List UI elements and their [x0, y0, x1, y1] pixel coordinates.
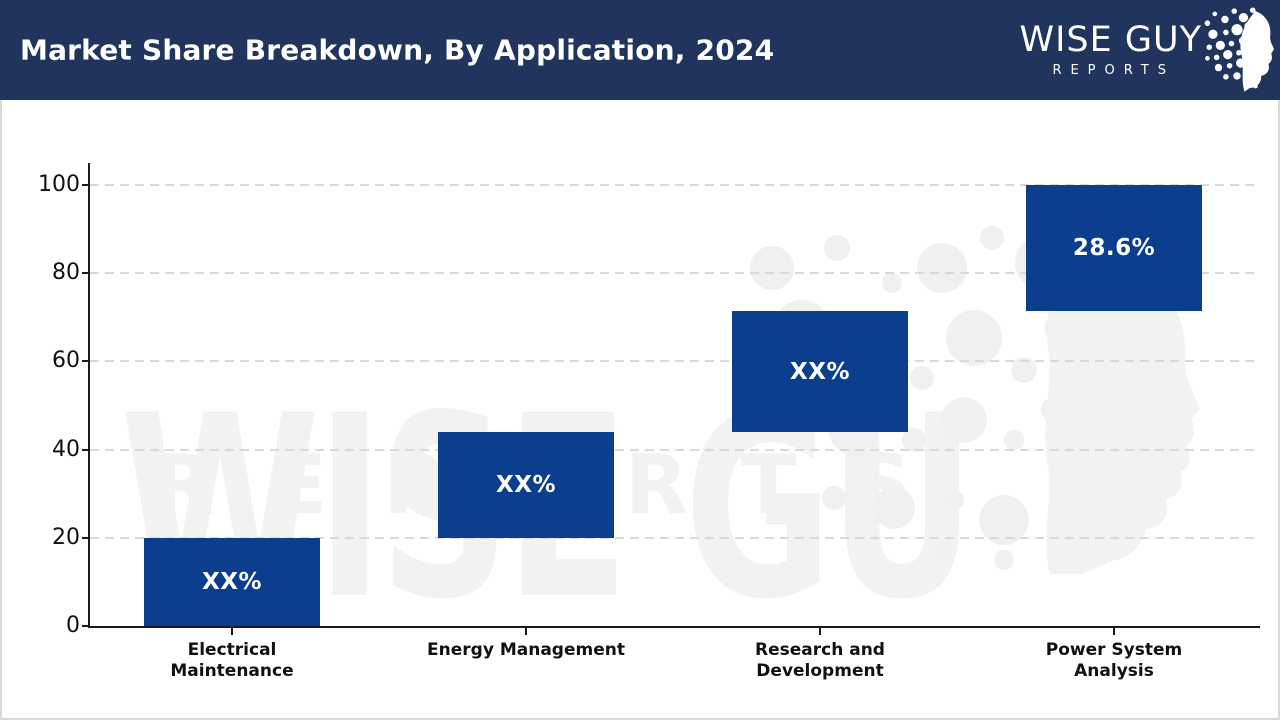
y-axis-tick-80: [82, 272, 90, 275]
category-label-line: Power System: [1045, 640, 1183, 660]
y-axis-tick-60: [82, 360, 90, 363]
gridline-40: [90, 448, 1260, 451]
bar-power-system-analysis: 28.6%: [1026, 185, 1202, 312]
category-label-4: Power System Analysis: [984, 640, 1244, 683]
chart-canvas: WISE GU REPORTS 020406080100XX%XX%XX%28.…: [0, 100, 1280, 720]
x-axis-tick-3: [819, 628, 821, 635]
x-axis-spine: [88, 626, 1260, 628]
y-axis-label-80: 80: [52, 260, 80, 286]
category-label-line: Electrical: [187, 640, 277, 660]
bar-energy-management: XX%: [438, 431, 614, 538]
category-label-1: Electrical Maintenance: [102, 640, 362, 683]
x-axis-tick-2: [525, 628, 527, 635]
y-axis-tick-100: [82, 184, 90, 186]
bar-value-label: XX%: [789, 358, 850, 385]
wiseguy-face-icon: [1204, 7, 1274, 92]
logo-brand-subtitle: REPORTS: [1052, 63, 1176, 78]
gridline-60: [90, 360, 1260, 363]
x-axis-tick-4: [1113, 628, 1115, 635]
y-axis-label-60: 60: [52, 348, 80, 374]
y-axis-label-0: 0: [66, 613, 80, 638]
category-label-line: Maintenance: [170, 661, 294, 682]
y-axis-label-100: 100: [38, 172, 80, 197]
bar-value-label: 28.6%: [1072, 235, 1156, 262]
category-label-2: Energy Management: [396, 640, 656, 661]
gridline-20: [90, 536, 1260, 539]
y-axis-tick-40: [82, 448, 90, 451]
bar-electrical-maintenance: XX%: [144, 537, 320, 626]
y-axis-tick-20: [82, 536, 90, 539]
chart-title: Market Share Breakdown, By Application, …: [20, 33, 775, 67]
x-axis-tick-1: [231, 628, 233, 635]
bar-value-label: XX%: [201, 568, 262, 595]
category-label-line: Analysis: [1074, 661, 1154, 682]
y-axis-tick-0: [82, 625, 90, 627]
category-label-line: Development: [756, 661, 884, 682]
y-axis-label-40: 40: [52, 436, 80, 462]
bar-value-label: XX%: [495, 471, 556, 498]
header-band: Market Share Breakdown, By Application, …: [0, 0, 1280, 100]
bar-research-and-development: XX%: [732, 311, 908, 432]
y-axis-label-20: 20: [52, 524, 80, 550]
y-axis-spine: [88, 163, 90, 628]
category-label-line: Energy Management: [427, 640, 625, 660]
category-label-3: Research and Development: [690, 640, 950, 683]
gridline-100: [90, 184, 1260, 186]
logo-brand-name: WISE GUY: [1019, 20, 1202, 60]
gridline-80: [90, 272, 1260, 275]
wiseguy-logo: WISE GUY REPORTS: [1019, 0, 1274, 100]
wiseguy-logo-text: WISE GUY REPORTS: [1019, 20, 1202, 78]
category-label-line: Research and: [755, 640, 885, 660]
